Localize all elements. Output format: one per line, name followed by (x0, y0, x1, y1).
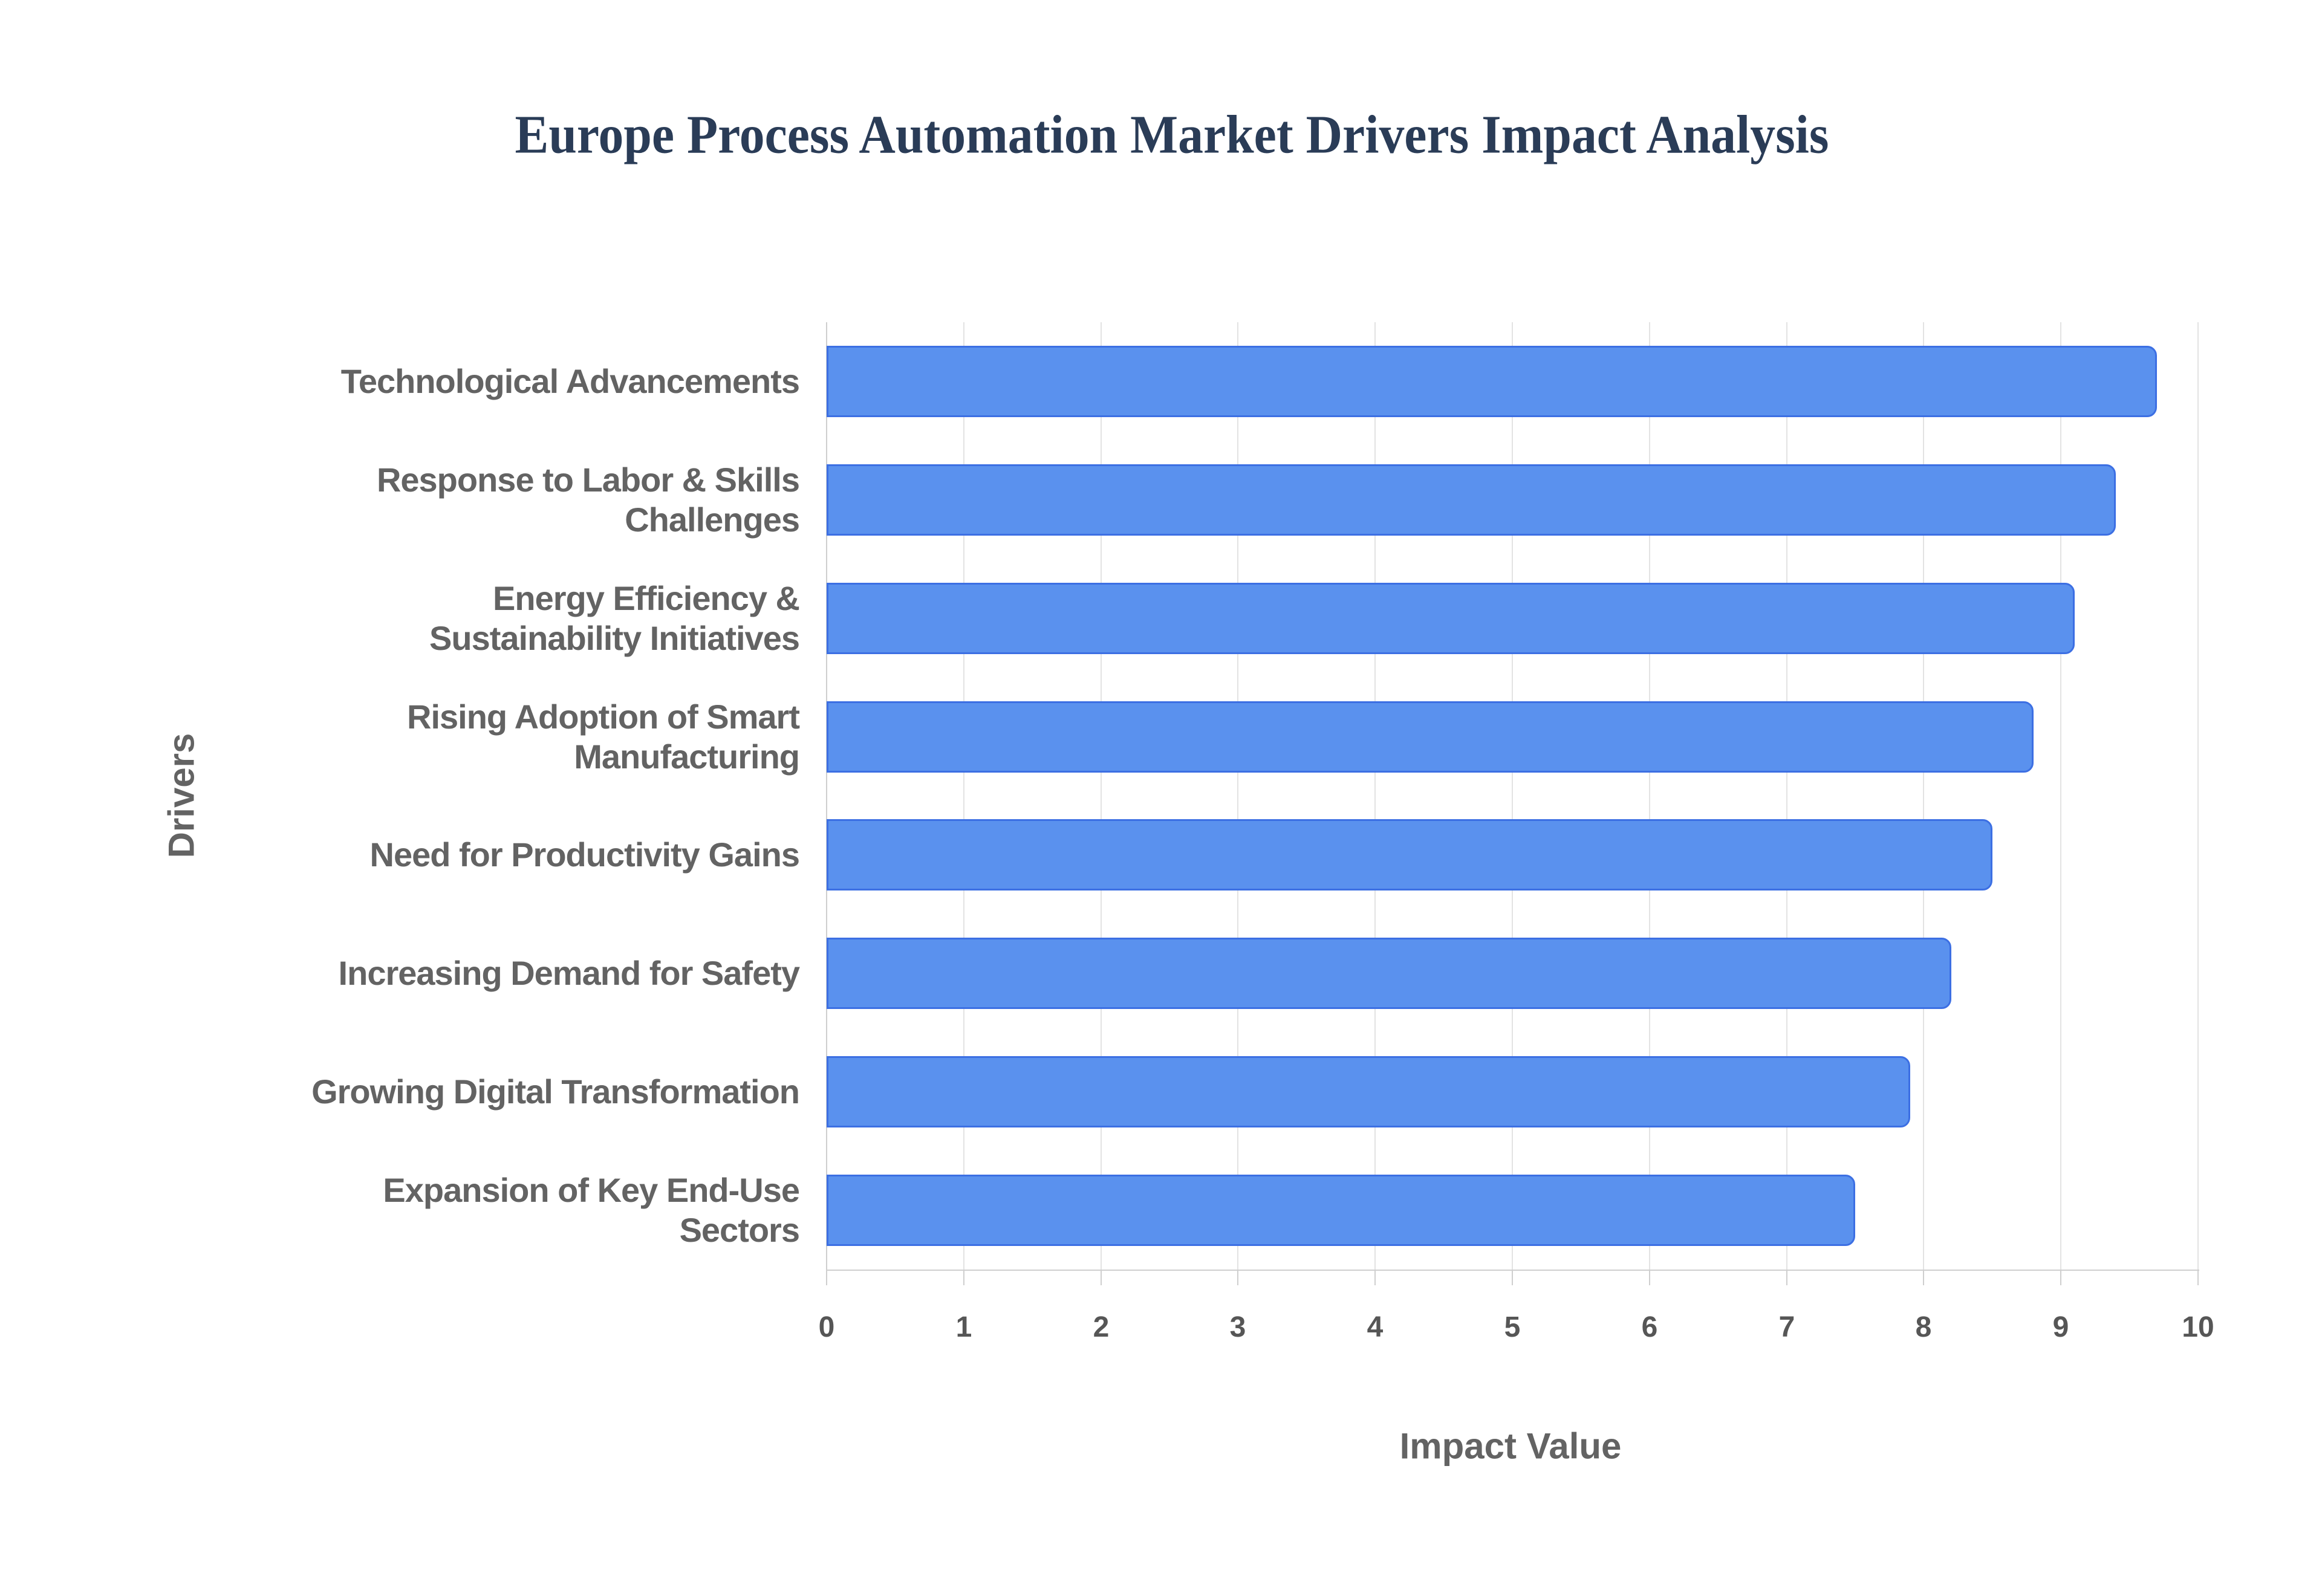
category-label: Response to Labor & Skills Challenges (219, 460, 800, 540)
category-label-line: Manufacturing (574, 738, 800, 776)
category-label: Technological Advancements (219, 362, 800, 401)
x-tick-mark (1101, 1270, 1102, 1285)
bar[interactable] (827, 583, 2075, 654)
category-label-line: Response to Labor & Skills (376, 461, 800, 499)
bar[interactable] (827, 819, 1992, 890)
category-label: Need for Productivity Gains (219, 835, 801, 875)
x-tick-mark (2197, 1270, 2199, 1285)
x-tick-label: 9 (2052, 1311, 2069, 1343)
x-tick-mark (1786, 1270, 1787, 1285)
x-tick-mark (1649, 1270, 1650, 1285)
gridline (1101, 322, 1102, 1270)
category-label: Energy Efficiency & Sustainability Initia… (219, 579, 800, 658)
gridline (1923, 322, 1924, 1270)
bar[interactable] (827, 1056, 1910, 1127)
gridline (1786, 322, 1787, 1270)
bar[interactable] (827, 464, 2116, 536)
x-tick-label: 8 (1915, 1311, 1932, 1343)
x-tick-label: 5 (1504, 1311, 1521, 1343)
x-tick-mark (963, 1270, 964, 1285)
category-label-line: Rising Adoption of Smart (407, 698, 800, 736)
category-label: Expansion of Key End-Use Sectors (219, 1170, 800, 1250)
gridline (1374, 322, 1376, 1270)
category-label: Rising Adoption of Smart Manufacturing (219, 697, 800, 777)
x-tick-label: 7 (1778, 1311, 1795, 1343)
x-axis-title: Impact Value (1399, 1426, 1622, 1467)
category-label-line: Sectors (679, 1211, 800, 1249)
x-tick-label: 6 (1641, 1311, 1658, 1343)
category-label: Increasing Demand for Safety (219, 953, 800, 993)
bar[interactable] (827, 938, 1951, 1009)
x-tick-mark (1374, 1270, 1376, 1285)
gridline (963, 322, 964, 1270)
category-label: Growing Digital Transformation (219, 1072, 800, 1112)
x-tick-mark (1512, 1270, 1513, 1285)
bar[interactable] (827, 701, 2034, 773)
category-label-line: Growing Digital Transformation (311, 1072, 800, 1111)
x-tick-mark (826, 1270, 827, 1285)
gridline (1512, 322, 1513, 1270)
x-tick-mark (1923, 1270, 1924, 1285)
gridline (1649, 322, 1650, 1270)
x-tick-label: 4 (1367, 1311, 1384, 1343)
y-axis-line (826, 322, 827, 1270)
x-tick-mark (2060, 1270, 2061, 1285)
category-label-line: Energy Efficiency & (493, 579, 800, 617)
x-tick-label: 1 (955, 1311, 972, 1343)
category-label-line: Challenges (625, 501, 800, 539)
y-axis-title: Drivers (161, 733, 202, 858)
category-label-line: Technological Advancements (340, 362, 800, 400)
gridline (2060, 322, 2061, 1270)
x-tick-label: 10 (2182, 1311, 2214, 1343)
bar[interactable] (827, 346, 2157, 417)
gridline (1237, 322, 1238, 1270)
x-tick-label: 0 (818, 1311, 835, 1343)
x-tick-label: 2 (1093, 1311, 1110, 1343)
x-tick-label: 3 (1229, 1311, 1246, 1343)
category-label-line: Increasing Demand for Safety (338, 954, 800, 992)
bar[interactable] (827, 1175, 1855, 1246)
category-label-line: Need for Productivity Gains (369, 835, 801, 874)
category-label-line: Expansion of Key End-Use (383, 1171, 800, 1209)
gridline (2197, 322, 2199, 1270)
category-label-line: Sustainability Initiatives (429, 619, 800, 657)
x-tick-mark (1237, 1270, 1238, 1285)
chart-title: Europe Process Automation Market Drivers… (515, 105, 1829, 165)
